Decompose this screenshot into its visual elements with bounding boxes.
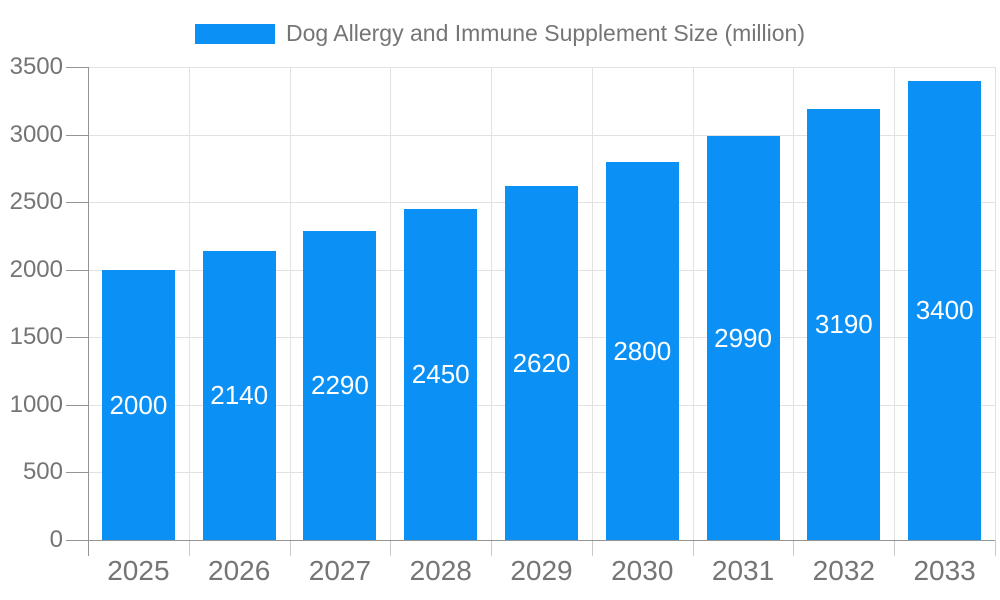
x-axis-tick [289,540,291,556]
x-axis-tick [491,540,493,556]
bar [101,269,175,540]
gridline-v [591,67,593,540]
y-tick-label: 3500 [9,53,63,80]
y-axis-tick [66,269,88,271]
gridline-h [88,134,995,136]
y-tick-label: 1000 [9,390,63,418]
y-tick-label: 2000 [9,255,63,283]
gridline-v [995,67,996,540]
x-axis-tick [390,540,392,556]
gridline-v [692,67,694,540]
bar [303,230,377,540]
bar-value-label: 2450 [411,359,470,390]
bar [706,135,780,540]
x-axis-tick [894,540,896,556]
bar-value-label: 2990 [714,322,772,353]
bar-value-label: 2800 [613,335,672,366]
y-tick-label: 3000 [9,120,63,148]
y-tick-label: 0 [49,526,63,553]
x-axis-line [66,540,995,541]
x-tick-label: 2030 [611,555,674,586]
bar [908,80,982,540]
gridline-v [188,67,190,540]
x-axis-tick [591,540,593,556]
bar [202,250,276,540]
x-tick-label: 2032 [812,555,875,586]
bar-value-label: 2140 [210,380,269,411]
bar-value-label: 3400 [915,295,974,326]
legend-label: Dog Allergy and Immune Supplement Size (… [285,20,806,46]
x-tick-label: 2029 [510,555,573,586]
x-axis-tick [692,540,694,556]
gridline-h [88,67,995,68]
gridline-v [390,67,392,540]
y-tick-label: 2500 [9,188,63,216]
y-tick-label: 500 [22,458,63,486]
x-tick-label: 2026 [208,555,271,586]
y-axis-tick [66,67,88,68]
x-axis-tick [995,540,996,556]
y-axis-tick [66,134,88,136]
y-axis-line [88,67,89,556]
gridline-v [894,67,896,540]
x-tick-label: 2033 [913,555,976,586]
gridline-v [289,67,291,540]
bar-value-label: 2620 [512,347,571,378]
x-axis-tick [793,540,795,556]
bar [807,108,881,540]
bar [505,185,578,540]
x-tick-label: 2028 [409,555,472,586]
bar [605,161,679,540]
bar-value-label: 2290 [311,370,369,401]
bar-value-label: 2000 [109,389,168,420]
x-tick-label: 2025 [107,555,170,586]
x-tick-label: 2031 [711,555,775,586]
gridline-v [793,67,795,540]
y-axis-tick [66,404,88,406]
x-axis-tick [188,540,190,556]
legend: Dog Allergy and Immune Supplement Size (… [0,20,1000,47]
bar [404,208,478,540]
y-axis-tick [66,337,88,339]
y-axis-tick [66,202,88,204]
gridline-v [491,67,493,540]
legend-swatch [194,23,275,44]
x-tick-label: 2027 [308,555,372,586]
y-axis-tick [66,472,88,474]
y-tick-label: 1500 [9,323,63,351]
bar-value-label: 3190 [814,309,873,340]
plot-area: 0 500 1000 1500 2000 2500 3000 3500 2000 2025 2140… [10,55,996,585]
